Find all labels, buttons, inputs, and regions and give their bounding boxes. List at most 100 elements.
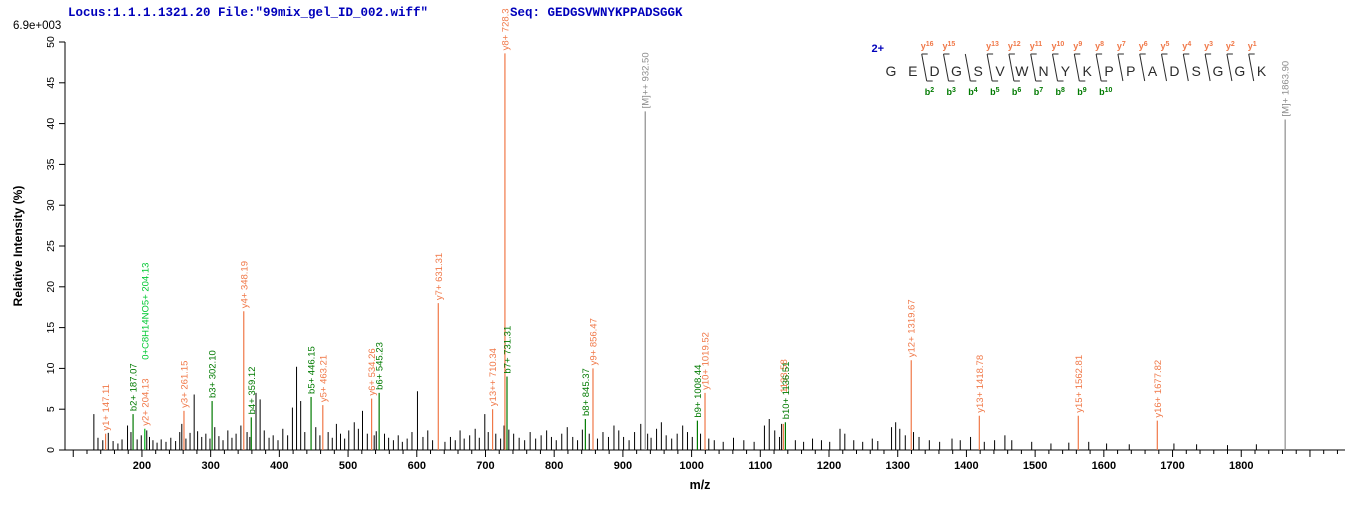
residue-letter: K <box>1257 63 1267 79</box>
x-tick-label: 1600 <box>1092 460 1116 472</box>
residue-letter: V <box>995 63 1005 79</box>
residue-letter: K <box>1083 63 1093 79</box>
y-ion-label: y5 <box>1161 41 1170 51</box>
x-tick-label: 1200 <box>817 460 841 472</box>
residue-letter: G <box>886 63 897 79</box>
peak-label: b5+ 446.15 <box>307 346 318 394</box>
peak-label: b7+ 731.31 <box>502 326 513 374</box>
peak-label: y13++ 710.34 <box>488 348 499 406</box>
cut-mark <box>1139 53 1146 82</box>
peak-label: y15+ 1562.81 <box>1074 355 1085 413</box>
peak-label: y9+ 856.47 <box>588 318 599 365</box>
residue-letter: S <box>1192 63 1201 79</box>
y-tick-label: 25 <box>45 240 57 252</box>
y-ion-label: y7 <box>1117 41 1126 51</box>
y-tick-label: 30 <box>45 199 57 211</box>
cut-mark <box>1052 53 1058 82</box>
peak-label: b4+ 359.12 <box>247 367 258 415</box>
b-ion-label: b8 <box>1056 87 1066 97</box>
precursor-charge-label: 2+ <box>871 43 884 55</box>
y-tick-label: 45 <box>45 77 57 89</box>
residue-letter: W <box>1015 63 1029 79</box>
x-tick-label: 200 <box>133 460 151 472</box>
cut-mark <box>1095 53 1102 82</box>
x-tick-label: 700 <box>476 460 494 472</box>
residue-letter: A <box>1148 63 1158 79</box>
y-tick-label: 10 <box>45 362 57 374</box>
b-ion-label: b4 <box>968 87 978 97</box>
cut-mark <box>1161 53 1167 82</box>
peak-label: y2+ 204.13 <box>140 379 151 426</box>
peak-label: y12+ 1319.67 <box>907 299 918 357</box>
b-ion-label: b9 <box>1077 87 1087 97</box>
cut-mark <box>1073 53 1080 82</box>
cut-mark <box>1204 53 1211 82</box>
x-tick-label: 1300 <box>885 460 909 472</box>
x-tick-label: 1400 <box>954 460 978 472</box>
cut-mark <box>1030 53 1037 82</box>
peak-label: b10+ 1136.51 <box>781 362 792 420</box>
residue-letter: G <box>1234 63 1245 79</box>
x-tick-label: 300 <box>201 460 219 472</box>
b-ion-label: b5 <box>990 87 1000 97</box>
y-ion-label: y16 <box>921 41 934 51</box>
residue-letter: P <box>1126 63 1135 79</box>
y-ion-label: y13 <box>986 41 999 51</box>
residue-letter: E <box>908 63 917 79</box>
cut-mark <box>1117 53 1124 82</box>
peak-label: y16+ 1677.82 <box>1153 360 1164 418</box>
axes: 200 300 400 500 600 700 800 900 1000 1100 1200 1300… <box>11 36 1345 492</box>
b-ion-label: b7 <box>1034 87 1044 97</box>
y-ion-label: y3 <box>1204 41 1213 51</box>
peak-label: [M]++ 932.50 <box>641 52 652 108</box>
residue-letter: D <box>930 63 940 79</box>
x-tick-label: 800 <box>545 460 563 472</box>
peak-label: y4+ 348.19 <box>239 261 250 308</box>
base-peak-intensity-label: 6.9e+003 <box>13 20 62 32</box>
unlabeled-peaks <box>93 366 1257 450</box>
y-ion-label: y9 <box>1073 41 1082 51</box>
y-ion-label: y10 <box>1052 41 1065 51</box>
locus-file-label: Locus:1.1.1.1321.20 File:"99mix_gel_ID_0… <box>68 6 429 20</box>
peak-label: b2+ 187.07 <box>129 363 140 411</box>
y-ion-label: y15 <box>943 41 956 51</box>
cut-mark <box>1226 53 1233 82</box>
annotated-peaks: y1+ 147.11 b2+ 187.07 y2+ 204.13 0+C8H14NO5… <box>101 8 1292 450</box>
x-tick-label: 500 <box>339 460 357 472</box>
residue-letter: G <box>1213 63 1224 79</box>
y-tick-label: 15 <box>45 322 57 334</box>
peak-label: y3+ 261.15 <box>179 361 190 408</box>
y-ion-label: y1 <box>1248 41 1257 51</box>
x-tick-label: 1000 <box>679 460 703 472</box>
peak-label: y8+ 728.3 <box>500 8 511 50</box>
peak-label: y6+ 534.26 <box>367 348 378 395</box>
cut-mark <box>943 53 949 82</box>
x-tick-label: 600 <box>408 460 426 472</box>
residue-letter: G <box>951 63 962 79</box>
peak-label: 1133.58 <box>779 359 790 393</box>
peak-label: 0+C8H14NO5+ 204.13 <box>140 263 151 360</box>
y-tick-label: 50 <box>45 36 57 48</box>
peak-label: [M]+ 1863.90 <box>1281 61 1292 117</box>
x-tick-label: 1800 <box>1229 460 1253 472</box>
y-axis-title: Relative Intensity (%) <box>11 186 25 307</box>
cut-mark <box>1248 53 1255 82</box>
x-tick-label: 1500 <box>1023 460 1047 472</box>
x-tick-label: 900 <box>614 460 632 472</box>
residue-letter: P <box>1104 63 1113 79</box>
x-axis-title: m/z <box>690 478 711 492</box>
peak-label: b3+ 302.10 <box>208 350 219 398</box>
x-tick-label: 400 <box>270 460 288 472</box>
b-ion-label: b3 <box>947 87 957 97</box>
peak-label: y10+ 1019.52 <box>701 332 712 390</box>
y-tick-label: 5 <box>45 406 57 412</box>
y-ion-label: y6 <box>1139 41 1148 51</box>
y-tick-label: 20 <box>45 281 57 293</box>
peak-label: y13+ 1418.78 <box>975 355 986 413</box>
residue-letter: S <box>974 63 983 79</box>
b-ion-label: b6 <box>1012 87 1022 97</box>
cut-mark <box>964 53 971 82</box>
residue-letter: Y <box>1061 63 1071 79</box>
